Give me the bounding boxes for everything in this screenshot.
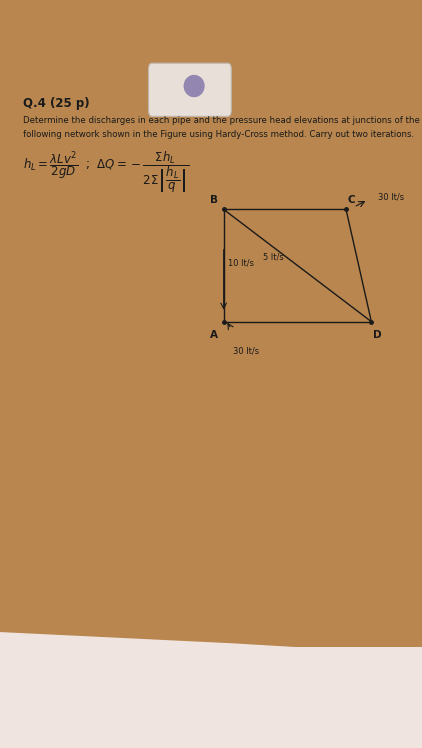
Text: 30 lt/s: 30 lt/s	[233, 346, 260, 355]
Ellipse shape	[184, 75, 205, 97]
Text: C: C	[347, 195, 355, 206]
Text: following network shown in the Figure using Hardy-Cross method. Carry out two it: following network shown in the Figure us…	[23, 130, 414, 139]
Text: $h_L = \dfrac{\lambda L v^2}{2gD}$  ;  $\Delta Q = -\dfrac{\Sigma h_{L}}{2\Sigma: $h_L = \dfrac{\lambda L v^2}{2gD}$ ; $\D…	[23, 150, 189, 195]
Text: 10 lt/s: 10 lt/s	[228, 259, 254, 268]
Text: Determine the discharges in each pipe and the pressure head elevations at juncti: Determine the discharges in each pipe an…	[23, 116, 420, 125]
Bar	[0, 647, 422, 748]
Text: D: D	[373, 330, 382, 340]
Text: A: A	[211, 330, 218, 340]
Text: 5 lt/s: 5 lt/s	[263, 252, 284, 261]
Text: Q.4 (25 p): Q.4 (25 p)	[23, 97, 90, 110]
Text: B: B	[211, 195, 218, 206]
Bar	[0, 0, 422, 662]
FancyBboxPatch shape	[149, 64, 231, 116]
Polygon shape	[0, 632, 422, 748]
Text: 30 lt/s: 30 lt/s	[378, 193, 404, 202]
